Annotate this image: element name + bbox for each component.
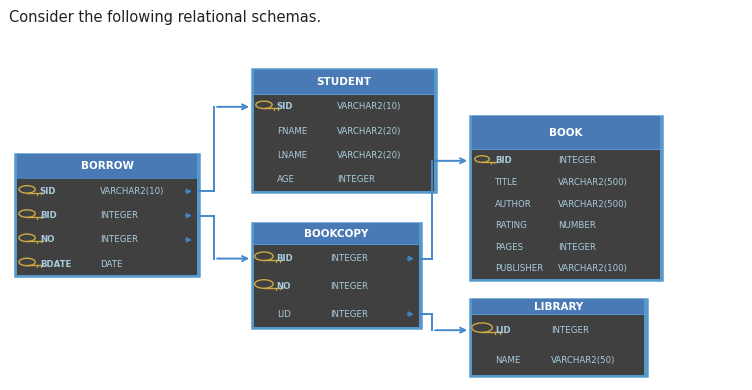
Text: TITLE: TITLE <box>495 178 518 187</box>
Text: BID: BID <box>495 156 511 165</box>
FancyBboxPatch shape <box>472 116 660 149</box>
Text: INTEGER: INTEGER <box>337 175 374 184</box>
FancyBboxPatch shape <box>254 223 419 244</box>
FancyBboxPatch shape <box>252 69 436 191</box>
Text: BOOKCOPY: BOOKCOPY <box>305 229 368 239</box>
Text: INTEGER: INTEGER <box>329 282 368 291</box>
FancyBboxPatch shape <box>472 299 644 314</box>
Text: LID: LID <box>277 310 290 319</box>
Text: AUTHOR: AUTHOR <box>495 200 532 209</box>
Text: VARCHAR2(10): VARCHAR2(10) <box>337 102 401 111</box>
Text: INTEGER: INTEGER <box>551 326 590 335</box>
Text: AGE: AGE <box>277 175 295 184</box>
Text: VARCHAR2(500): VARCHAR2(500) <box>558 200 628 209</box>
FancyBboxPatch shape <box>254 95 434 190</box>
Text: PAGES: PAGES <box>495 243 523 252</box>
Text: BDATE: BDATE <box>40 259 71 268</box>
Text: INTEGER: INTEGER <box>558 156 596 165</box>
Text: INTEGER: INTEGER <box>558 243 596 252</box>
Text: LID: LID <box>495 326 511 335</box>
FancyBboxPatch shape <box>254 70 434 94</box>
Text: NO: NO <box>277 282 291 291</box>
Text: LNAME: LNAME <box>277 151 307 160</box>
Text: STUDENT: STUDENT <box>317 77 371 87</box>
Text: VARCHAR2(10): VARCHAR2(10) <box>100 187 164 196</box>
Text: INTEGER: INTEGER <box>100 211 138 220</box>
Text: BORROW: BORROW <box>80 161 134 172</box>
Text: BID: BID <box>40 211 56 220</box>
Text: NO: NO <box>40 235 54 244</box>
Text: VARCHAR2(100): VARCHAR2(100) <box>558 264 628 273</box>
Text: INTEGER: INTEGER <box>329 254 368 263</box>
FancyBboxPatch shape <box>472 150 660 278</box>
Text: INTEGER: INTEGER <box>329 310 368 319</box>
Text: VARCHAR2(500): VARCHAR2(500) <box>558 178 628 187</box>
Text: RATING: RATING <box>495 221 526 230</box>
FancyBboxPatch shape <box>472 315 644 375</box>
FancyBboxPatch shape <box>17 179 197 275</box>
Text: Consider the following relational schemas.: Consider the following relational schema… <box>9 10 321 25</box>
Text: NAME: NAME <box>495 356 520 365</box>
Text: SID: SID <box>40 187 56 196</box>
FancyBboxPatch shape <box>17 154 197 179</box>
Text: SID: SID <box>277 102 293 111</box>
FancyBboxPatch shape <box>470 298 647 376</box>
Text: INTEGER: INTEGER <box>100 235 138 244</box>
Text: FNAME: FNAME <box>277 126 307 136</box>
FancyBboxPatch shape <box>15 154 199 276</box>
Text: BOOK: BOOK <box>549 128 583 138</box>
Text: NUMBER: NUMBER <box>558 221 596 230</box>
FancyBboxPatch shape <box>254 245 419 327</box>
Text: VARCHAR2(20): VARCHAR2(20) <box>337 126 401 136</box>
Text: LIBRARY: LIBRARY <box>534 302 583 312</box>
Text: PUBLISHER: PUBLISHER <box>495 264 543 273</box>
Text: VARCHAR2(20): VARCHAR2(20) <box>337 151 401 160</box>
Text: BID: BID <box>277 254 293 263</box>
FancyBboxPatch shape <box>252 223 421 328</box>
Text: VARCHAR2(50): VARCHAR2(50) <box>551 356 616 365</box>
FancyBboxPatch shape <box>470 115 662 280</box>
Text: DATE: DATE <box>100 259 123 268</box>
